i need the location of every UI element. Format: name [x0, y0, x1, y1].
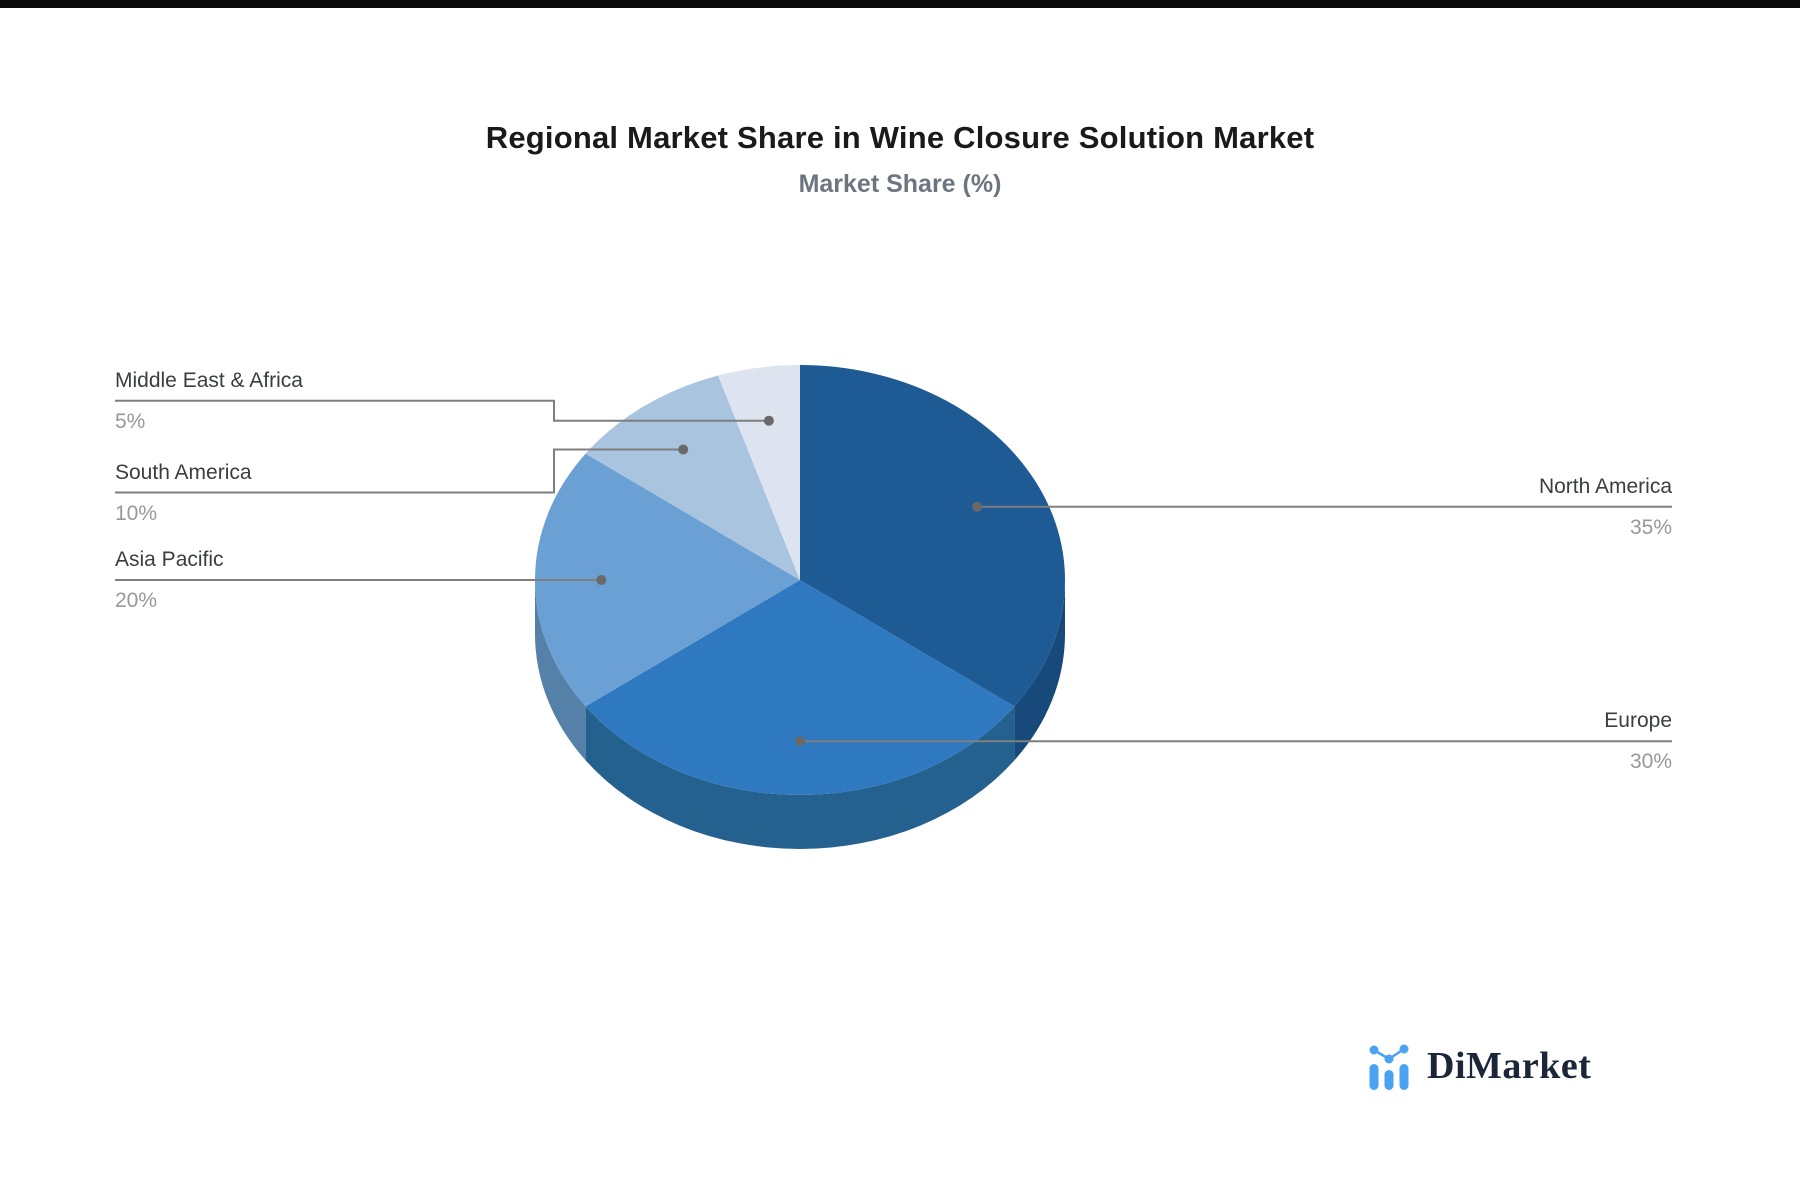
pie-slice-side-north-america [1014, 580, 1065, 761]
callout-dot-south-america [678, 444, 689, 455]
slice-label-middle-east-africa: Middle East & Africa [115, 368, 303, 392]
pie-slice-asia-pacific[interactable] [535, 453, 800, 707]
slice-percent-south-america: 10% [115, 501, 158, 525]
pie-slice-middle-east-africa[interactable] [718, 365, 800, 580]
slice-percent-north-america: 35% [1629, 515, 1672, 539]
slice-label-south-america: South America [115, 460, 252, 484]
slice-label-north-america: North America [1538, 474, 1672, 498]
callout-dot-asia-pacific [596, 575, 607, 585]
chart-title: Regional Market Share in Wine Closure So… [485, 120, 1315, 155]
slice-label-asia-pacific: Asia Pacific [115, 548, 224, 571]
callout-line-middle-east-africa [115, 399, 769, 422]
pie-slice-south-america[interactable] [585, 375, 800, 580]
chart-subtitle: Market Share (%) [798, 170, 1002, 198]
pie-slice-north-america[interactable] [800, 365, 1065, 707]
slice-percent-middle-east-africa: 5% [115, 409, 146, 433]
dimarket-logo: DiMarket [1367, 1040, 1591, 1092]
callout-dot-north-america [972, 501, 983, 512]
callout-dot-middle-east-africa [763, 415, 774, 426]
window-top-edge [0, 0, 1800, 8]
callout-line-south-america [115, 448, 684, 494]
pie-slice-side-europe [585, 706, 1015, 849]
slice-percent-asia-pacific: 20% [115, 589, 158, 612]
dimarket-logo-text: DiMarket [1427, 1045, 1592, 1087]
dimarket-logo-icon [1369, 1044, 1409, 1090]
slice-percent-europe: 30% [1629, 750, 1672, 774]
slice-label-europe: Europe [1604, 709, 1672, 733]
pie-slice-side-asia-pacific [535, 580, 586, 761]
callout-dot-europe [795, 736, 805, 747]
